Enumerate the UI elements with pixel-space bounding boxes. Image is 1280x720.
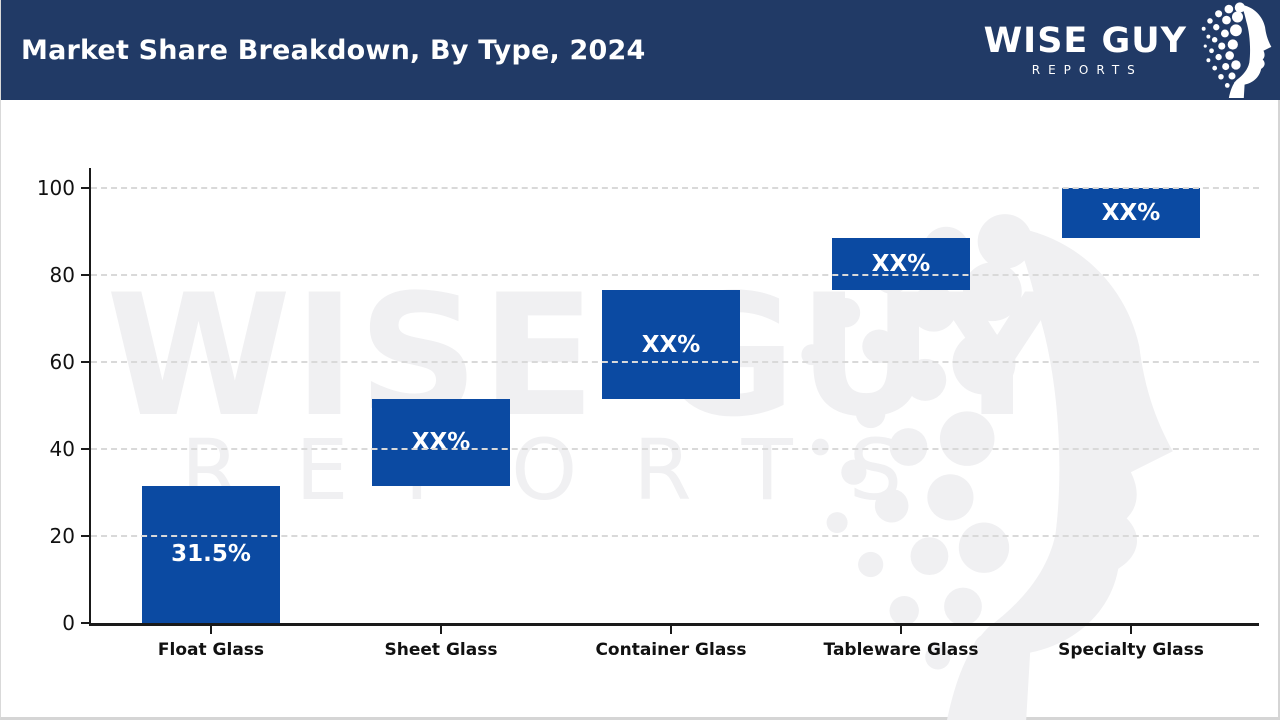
bar-value-label: XX% (641, 331, 701, 358)
y-tick-mark-60 (81, 361, 89, 363)
x-category-label-2: Container Glass (595, 640, 747, 660)
header-bar: Market Share Breakdown, By Type, 2024 WI… (1, 0, 1280, 100)
bar-tableware-glass: XX% (832, 238, 970, 291)
x-tick-mark-3 (900, 626, 902, 634)
gridline-60 (91, 361, 1259, 363)
x-tick-mark-4 (1130, 626, 1132, 634)
y-tick-mark-0 (81, 622, 89, 624)
logo-brand-subtitle: REPORTS (1031, 62, 1143, 77)
x-tick-mark-1 (440, 626, 442, 634)
bar-specialty-glass: XX% (1062, 188, 1200, 239)
x-tick-mark-2 (670, 626, 672, 634)
x-category-label-1: Sheet Glass (384, 640, 498, 660)
y-tick-mark-80 (81, 274, 89, 276)
y-tick-mark-100 (81, 187, 89, 189)
bar-value-label: XX% (411, 429, 471, 456)
bar-float-glass: 31.5% (142, 485, 280, 623)
y-tick-label-60: 60 (49, 350, 75, 374)
x-category-label-3: Tableware Glass (823, 640, 979, 660)
logo-text: WISE GUY REPORTS (983, 20, 1187, 77)
x-category-label-0: Float Glass (157, 640, 265, 660)
logo-brand-name: WISE GUY (983, 20, 1187, 61)
waterfall-chart: 0 20 40 60 80 100 31.5% Float Glass XX% Sheet Gla… (1, 100, 1280, 720)
y-tick-label-20: 20 (49, 524, 75, 548)
y-tick-label-40: 40 (49, 437, 75, 461)
x-category-label-4: Specialty Glass (1058, 640, 1204, 660)
gridline-40 (91, 448, 1259, 450)
bar-value-label: 31.5% (171, 541, 251, 568)
y-tick-label-0: 0 (62, 611, 75, 635)
bar-container-glass: XX% (602, 290, 740, 399)
y-tick-mark-20 (81, 535, 89, 537)
gridline-80 (91, 274, 1259, 276)
y-axis-line (89, 168, 91, 625)
bar-value-label: XX% (1101, 200, 1161, 226)
chart-title: Market Share Breakdown, By Type, 2024 (21, 34, 646, 66)
gridline-100 (91, 187, 1259, 189)
y-tick-mark-40 (81, 448, 89, 450)
y-tick-label-80: 80 (49, 263, 75, 287)
bar-sheet-glass: XX% (372, 398, 510, 486)
gridline-20 (91, 535, 1259, 537)
wise-guy-reports-logo: WISE GUY REPORTS (984, 0, 1275, 100)
x-tick-mark-0 (210, 626, 212, 634)
y-tick-label-100: 100 (36, 176, 75, 200)
x-axis-line (89, 623, 1259, 626)
dotted-head-icon (1189, 2, 1275, 98)
